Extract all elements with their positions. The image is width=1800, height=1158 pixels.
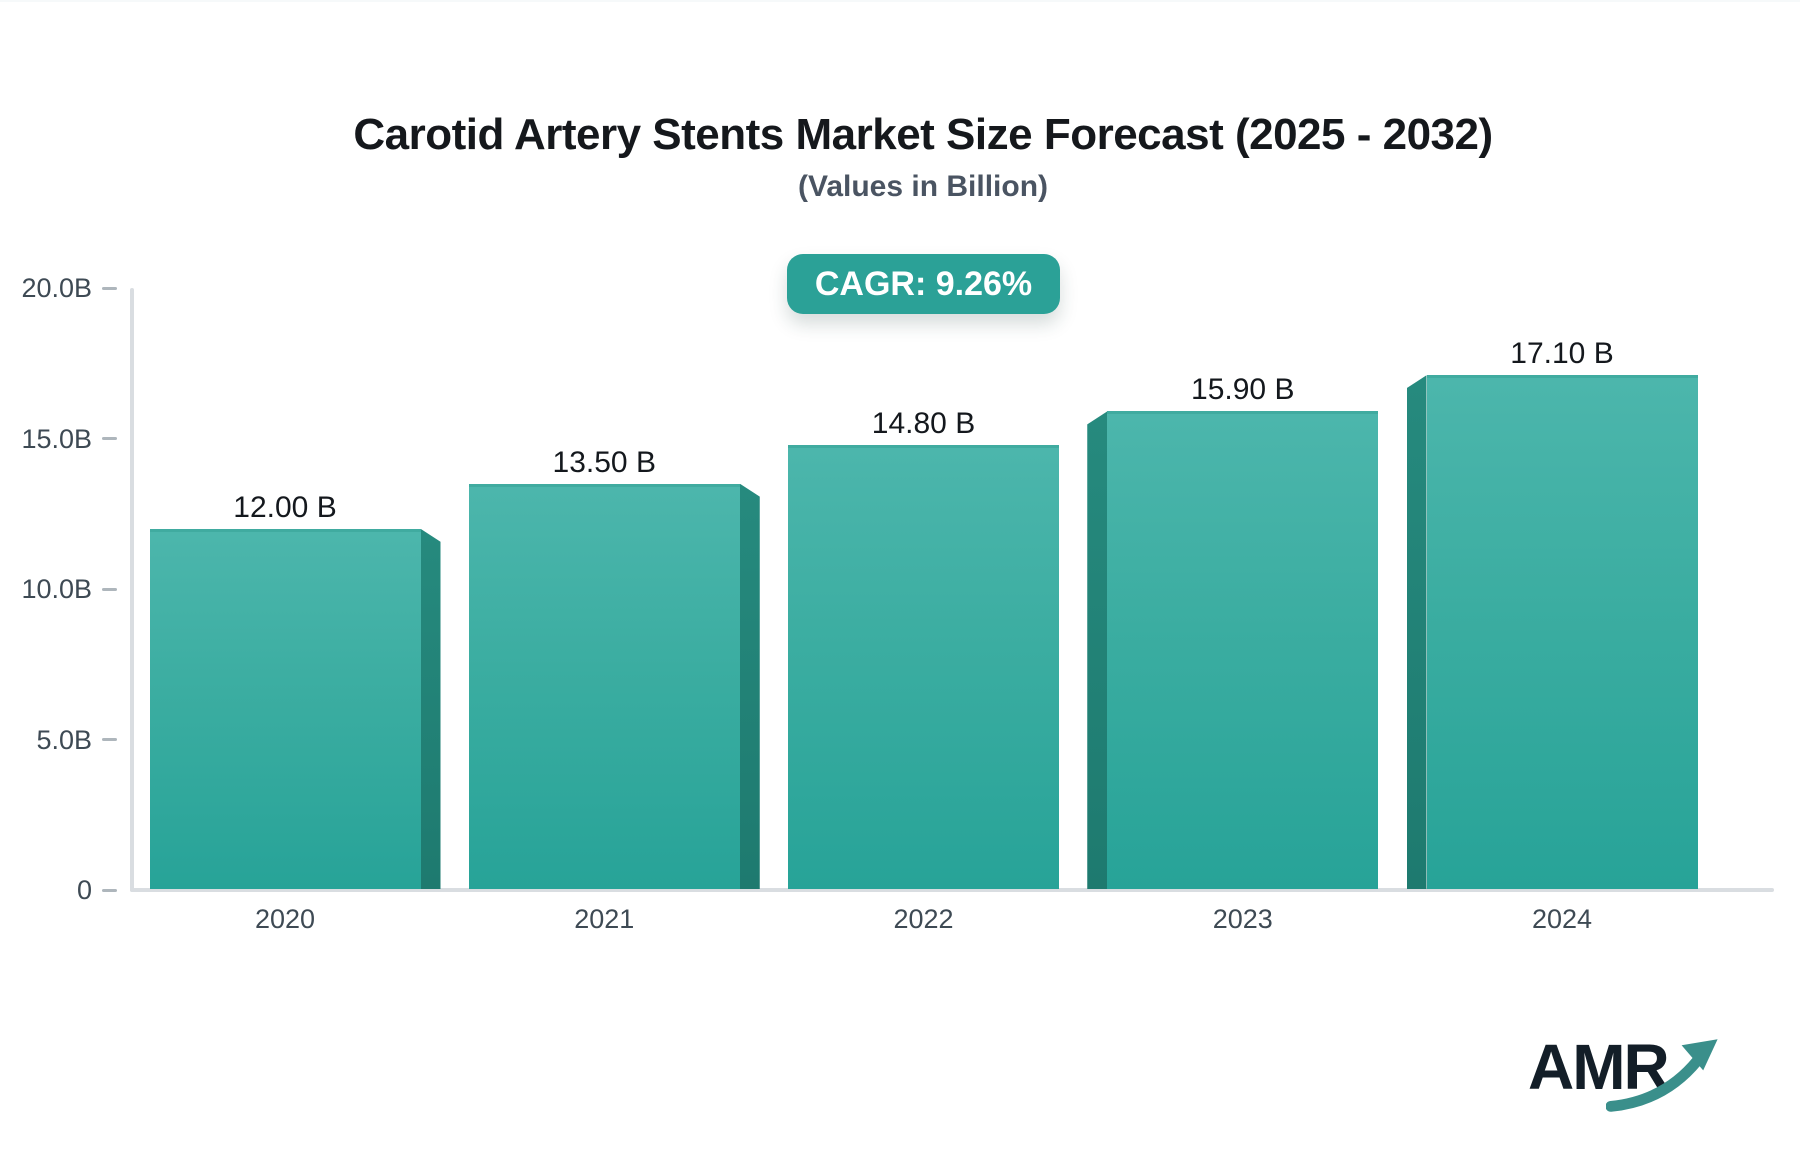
y-axis-tick-label: 5.0B xyxy=(36,724,92,755)
bar-face xyxy=(149,528,421,889)
y-axis-tick xyxy=(102,587,117,591)
x-axis-line xyxy=(130,888,1774,892)
x-axis-category-label: 2021 xyxy=(574,904,635,934)
chart-subtitle: (Values in Billion) xyxy=(797,170,1049,203)
x-axis-category-label: 2024 xyxy=(1531,904,1593,934)
bar-side-face xyxy=(1406,375,1427,889)
y-axis-tick-label: 20.0B xyxy=(21,273,92,303)
bar-2021 xyxy=(468,483,760,889)
chart-title: Carotid Artery Stents Market Size Foreca… xyxy=(353,110,1493,159)
y-axis-tick xyxy=(102,738,117,741)
bar-2024 xyxy=(1406,375,1698,889)
x-axis-category-label: 2023 xyxy=(1212,904,1273,934)
y-axis-tick-label: 15.0B xyxy=(21,423,92,454)
bar-value-label: 15.90 B xyxy=(1191,373,1295,407)
cagr-badge: CAGR: 9.26% xyxy=(787,254,1060,314)
bar-face xyxy=(788,444,1059,889)
y-axis-tick xyxy=(102,286,117,290)
y-axis-line xyxy=(130,288,134,892)
bar-value-label: 17.10 B xyxy=(1510,337,1614,371)
bar-face xyxy=(1107,411,1379,889)
cagr-badge-label: CAGR: 9.26% xyxy=(814,264,1033,303)
bar-side-face xyxy=(420,528,441,889)
y-axis-tick xyxy=(102,437,117,440)
amr-logo: AMR xyxy=(1528,1030,1738,1120)
bar-face xyxy=(1426,375,1698,889)
y-axis-tick-label: 10.0B xyxy=(21,574,92,604)
bar-side-face xyxy=(739,483,760,889)
bar-value-label: 13.50 B xyxy=(552,445,656,479)
bar-side-face xyxy=(1087,411,1108,889)
bar-2020 xyxy=(149,528,441,889)
amr-logo-text: AMR xyxy=(1528,1031,1670,1103)
x-axis-category-label: 2020 xyxy=(254,904,316,934)
y-axis-tick-label: 0 xyxy=(76,875,92,905)
bar-face xyxy=(468,483,740,889)
bar-2022 xyxy=(788,444,1059,889)
bar-2023 xyxy=(1087,411,1379,889)
bar-value-label: 14.80 B xyxy=(871,406,976,440)
y-axis-tick xyxy=(102,888,117,892)
x-axis-category-label: 2022 xyxy=(893,904,954,934)
bar-value-label: 12.00 B xyxy=(233,490,337,524)
amr-logo-arrow-icon xyxy=(1606,1039,1718,1112)
